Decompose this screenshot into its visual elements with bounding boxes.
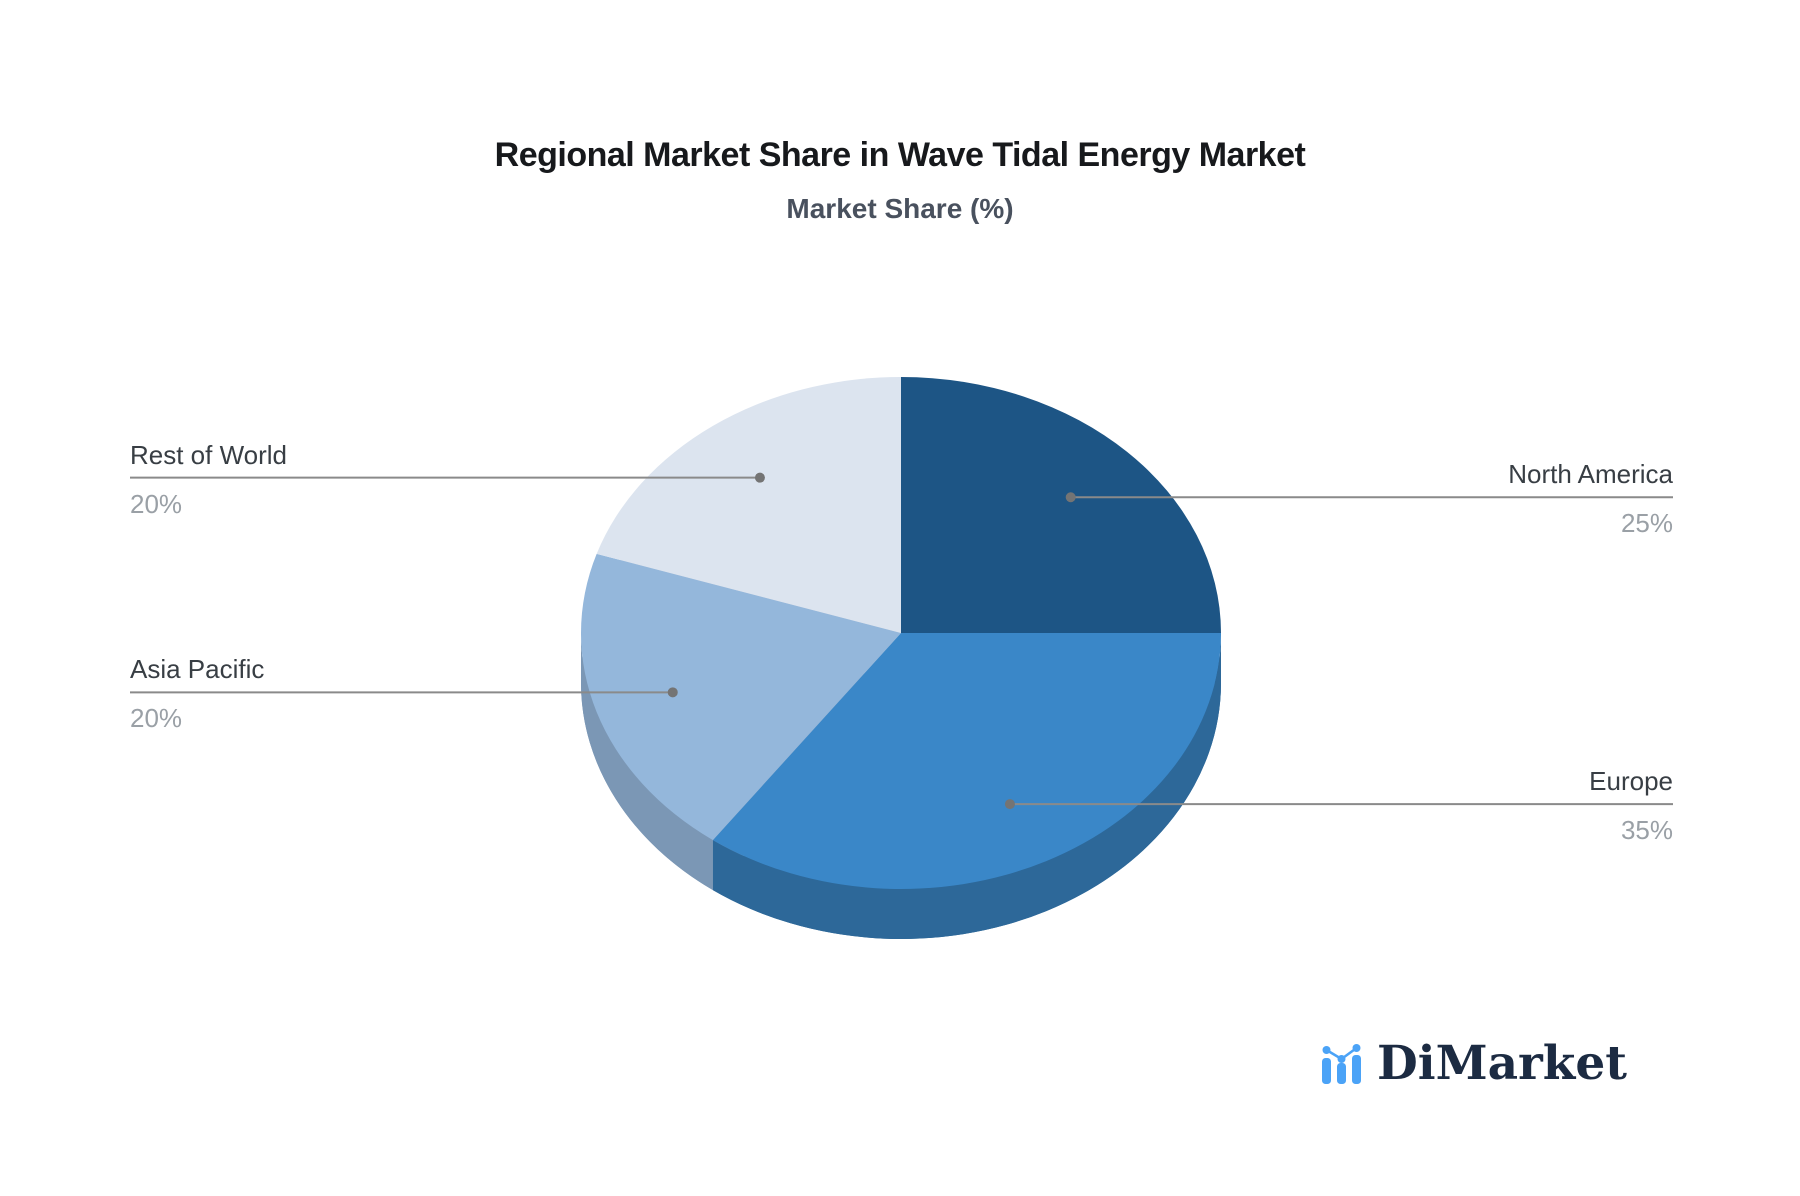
- pie-slice-wall-2: [581, 633, 713, 891]
- slice-label-rest-of-world: Rest of World: [130, 439, 288, 470]
- leader-dot-0: [1065, 492, 1076, 503]
- leader-dot-3: [754, 472, 765, 483]
- mini-bar-line-chart-icon: [1321, 1043, 1361, 1084]
- slice-value-asia-pacific: 20%: [130, 703, 183, 734]
- leader-dot-1: [1004, 799, 1015, 810]
- pie-slice-asia-pacific[interactable]: [581, 553, 901, 841]
- pie-wall-layer: [581, 633, 1221, 939]
- pie-slice-wall-1: [712, 633, 1221, 939]
- pie-slice-rest-of-world[interactable]: [596, 377, 901, 633]
- logo: DiMarket: [1320, 1040, 1627, 1087]
- slice-value-europe: 35%: [1620, 815, 1673, 846]
- pie-slice-north-america[interactable]: [901, 377, 1221, 633]
- chart-title: Regional Market Share in Wave Tidal Ener…: [494, 136, 1306, 174]
- slice-value-rest-of-world: 20%: [130, 488, 183, 519]
- slice-label-north-america: North America: [1508, 459, 1673, 490]
- slice-label-asia-pacific: Asia Pacific: [130, 654, 265, 685]
- slice-label-europe: Europe: [1589, 766, 1673, 797]
- leader-lines-layer: [130, 472, 1673, 810]
- slice-value-north-america: 25%: [1620, 508, 1673, 539]
- logo-text: DiMarket: [1376, 1036, 1627, 1091]
- chart-subtitle: Market Share (%): [786, 193, 1014, 224]
- pie-top-layer: [581, 377, 1221, 889]
- pie-slice-europe[interactable]: [712, 633, 1221, 889]
- leader-dot-2: [667, 687, 678, 698]
